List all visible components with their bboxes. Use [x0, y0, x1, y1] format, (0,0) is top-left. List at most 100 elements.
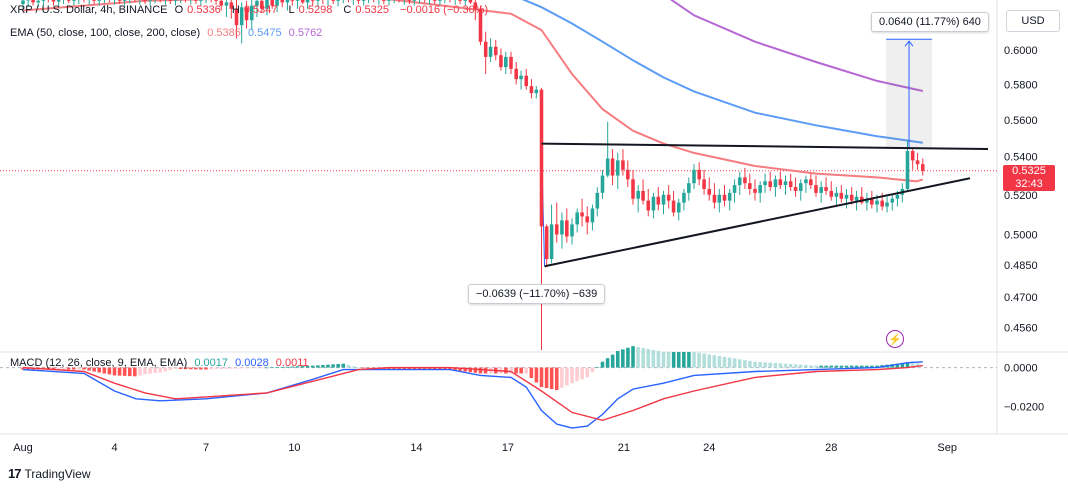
currency-button[interactable]: USD	[1006, 10, 1060, 32]
measure-down-label[interactable]: −0.0639 (−11.70%) −639	[468, 284, 606, 304]
ema200-value: 0.5762	[288, 27, 323, 39]
candle-body	[488, 46, 493, 57]
macd-histogram-bar	[321, 365, 325, 368]
macd-histogram-bar	[529, 367, 534, 378]
macd-histogram-bar	[473, 367, 478, 373]
macd-histogram-bar	[280, 366, 285, 368]
candle-body	[666, 194, 671, 201]
macd-histogram-bar	[585, 367, 590, 378]
candle-body	[646, 200, 651, 211]
y-tick-label: 0.5400	[1004, 152, 1038, 164]
macd-histogram-bar	[178, 367, 183, 370]
candle-body	[788, 181, 793, 188]
macd-histogram-bar	[260, 367, 264, 369]
candle-body	[478, 8, 483, 42]
macd-histogram-bar	[92, 367, 96, 372]
macd-histogram-bar	[463, 367, 468, 372]
macd-histogram-bar	[326, 364, 330, 368]
macd-histogram-bar	[305, 365, 310, 368]
macd-histogram-bar	[183, 367, 188, 370]
macd-histogram-bar	[727, 357, 732, 368]
last-price: 0.5325	[1012, 165, 1046, 177]
candle-body	[682, 192, 686, 203]
macd-y-tick-label: −0.0200	[1004, 402, 1044, 414]
macd-histogram-bar	[834, 365, 839, 368]
trendlines	[541, 142, 989, 268]
macd-histogram-bar	[859, 365, 864, 368]
macd-histogram-bar	[341, 363, 346, 368]
macd-histogram-bar	[448, 367, 452, 370]
candle-body	[702, 179, 706, 189]
macd-histogram-bar	[234, 367, 239, 369]
macd-histogram-bar	[844, 365, 849, 368]
x-tick-label: 14	[410, 442, 422, 454]
candle-body	[580, 212, 584, 217]
macd-histogram-bar	[153, 367, 157, 374]
candle-body	[631, 179, 635, 199]
macd-histogram-bar	[560, 367, 564, 388]
macd-histogram-bar	[422, 367, 427, 370]
candle-body	[692, 169, 696, 184]
candle-body	[819, 187, 823, 193]
candle-body	[92, 0, 96, 1]
macd-histogram-bar	[722, 356, 727, 368]
macd-histogram-bar	[310, 365, 315, 368]
macd-hist-value: 0.0017	[194, 357, 228, 369]
macd-histogram-bar	[702, 353, 706, 368]
macd-histogram-bar	[127, 367, 132, 377]
macd-histogram-bar	[865, 365, 869, 368]
candle-body	[239, 7, 244, 26]
macd-histogram-bar	[87, 367, 91, 371]
macd-histogram-bar	[798, 364, 803, 368]
candle-body	[463, 0, 468, 1]
macd-histogram-bar	[285, 366, 290, 368]
macd-histogram-bar	[275, 367, 279, 368]
candle-body	[66, 0, 71, 1]
candle-body	[743, 177, 747, 184]
macd-histogram-bar	[468, 367, 473, 373]
macd-histogram-bar	[351, 366, 356, 368]
candle-body	[194, 0, 198, 1]
macd-histogram-bar	[255, 367, 259, 369]
candle-body	[305, 0, 310, 3]
macd-histogram-bar	[641, 348, 645, 368]
candle-body	[539, 89, 544, 227]
candle-body	[809, 179, 813, 186]
candle-body	[824, 187, 828, 191]
macd-histogram-bar	[244, 367, 249, 369]
candle-body	[244, 7, 249, 21]
macd-histogram-bar	[204, 367, 208, 370]
candle-body	[295, 0, 300, 1]
candle-body	[763, 181, 767, 186]
macd-histogram-bar	[478, 367, 483, 374]
candle-body	[920, 164, 925, 171]
lightning-icon[interactable]: ⚡	[886, 330, 904, 348]
candle-body	[234, 8, 239, 26]
candle-body	[697, 169, 701, 180]
candle-body	[56, 0, 61, 2]
candle-body	[280, 0, 285, 3]
macd-histogram-bar	[600, 361, 605, 368]
grid	[0, 0, 1068, 435]
macd-histogram-bar	[387, 367, 391, 370]
ema50-value: 0.5385	[207, 27, 241, 39]
candle-body	[712, 194, 717, 203]
measure-up-label[interactable]: 0.0640 (11.77%) 640	[871, 12, 989, 32]
macd-histogram-bar	[102, 367, 107, 374]
tradingview-watermark[interactable]: 17 TradingView	[8, 466, 91, 481]
macd-histogram-bar	[397, 367, 401, 370]
macd-histogram-bar	[687, 352, 691, 368]
candle-body	[737, 177, 742, 186]
candle-body	[875, 200, 879, 205]
y-tick-label: 0.5200	[1004, 190, 1038, 202]
macd-histogram-bar	[819, 365, 823, 368]
candle-body	[621, 160, 625, 170]
macd-histogram-bar	[692, 352, 696, 368]
macd-histogram-bar	[524, 367, 529, 374]
macd-histogram-bar	[509, 367, 513, 374]
candle-body	[356, 0, 361, 1]
macd-histogram-bar	[458, 367, 462, 371]
candle-body	[895, 194, 900, 199]
candle-body	[514, 68, 518, 80]
